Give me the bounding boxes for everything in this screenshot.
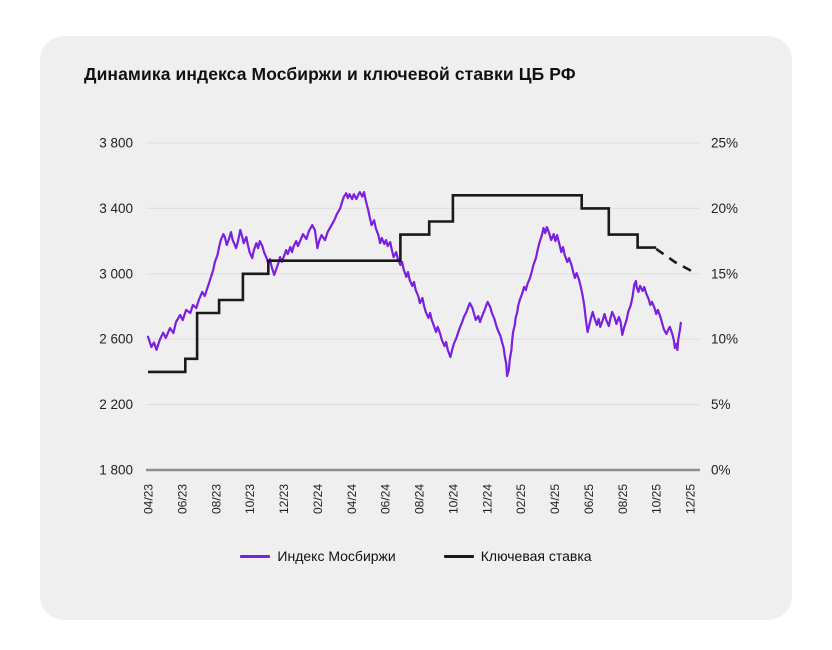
x-axis-tick-label: 04/25 [548,484,562,514]
moex-index-line-swatch [240,554,271,558]
x-axis-tick-label: 10/25 [650,484,664,514]
moex-index-line [146,191,682,378]
x-axis-tick-label: 12/24 [480,484,494,514]
key-rate-line-swatch [443,554,474,558]
x-axis-tick-label: 08/23 [209,484,223,514]
legend: Индекс Мосбиржи Ключевая ставка [40,548,792,564]
y-axis-left-tick-label: 1 800 [99,463,133,478]
x-axis-tick-label: 06/23 [175,484,189,514]
y-axis-right-tick-label: 5% [711,397,731,412]
x-axis-tick-label: 06/25 [582,484,596,514]
x-axis-tick-label: 04/23 [142,484,156,514]
y-axis-left-tick-label: 3 400 [99,201,133,216]
x-axis-tick-label: 08/25 [616,484,630,514]
key-rate-line [148,194,657,374]
key-rate-forecast-dashed-line [655,247,698,275]
y-axis-left-tick-label: 3 800 [99,136,133,151]
x-axis-tick-label: 06/24 [379,484,393,514]
x-axis-tick-label: 12/25 [684,484,698,514]
y-axis-right-tick-label: 10% [711,332,738,347]
y-axis-left-tick-label: 3 000 [99,266,133,281]
legend-item-key-rate: Ключевая ставка [443,548,592,564]
y-axis-right-tick-label: 25% [711,136,738,151]
chart-title: Динамика индекса Мосбиржи и ключевой ста… [84,64,576,84]
x-axis-tick-label: 12/23 [277,484,291,514]
moex-index-legend-label: Индекс Мосбиржи [277,548,396,564]
key-rate-legend-label: Ключевая ставка [480,548,592,564]
legend-item-moex-index: Индекс Мосбиржи [240,548,396,564]
x-axis-tick-label: 08/24 [413,484,427,514]
x-axis-tick-label: 10/24 [446,484,460,514]
x-axis-tick-label: 04/24 [345,484,359,514]
chart-card [40,36,792,620]
y-axis-right-tick-label: 15% [711,266,738,281]
y-axis-left-tick-label: 2 200 [99,397,133,412]
y-axis-right-tick-label: 20% [711,201,738,216]
x-axis-tick-label: 02/24 [311,484,325,514]
x-axis-tick-label: 02/25 [514,484,528,514]
y-axis-right-tick-label: 0% [711,463,731,478]
x-axis-tick-label: 10/23 [243,484,257,514]
y-axis-left-tick-label: 2 600 [99,332,133,347]
